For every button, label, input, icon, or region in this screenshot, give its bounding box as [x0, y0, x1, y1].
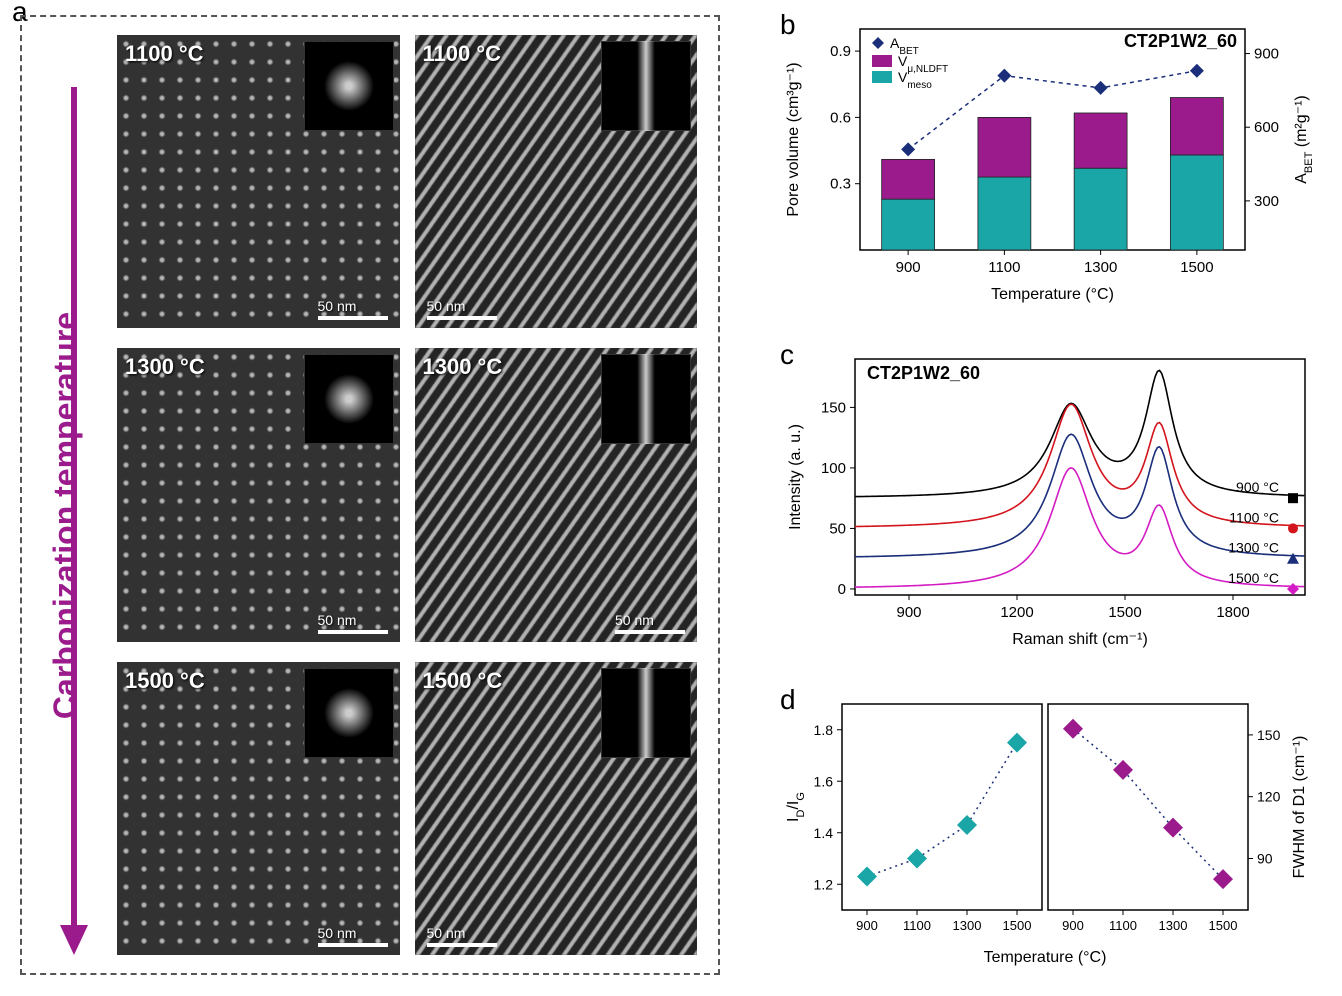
- svg-text:1100: 1100: [903, 918, 931, 933]
- svg-text:1500 °C: 1500 °C: [1228, 570, 1279, 586]
- svg-text:1100: 1100: [988, 259, 1020, 276]
- tem-temp-label: 1100 °C: [423, 41, 502, 67]
- svg-text:Intensity (a. u.): Intensity (a. u.): [787, 424, 804, 530]
- svg-text:FWHM of D1 (cm⁻¹): FWHM of D1 (cm⁻¹): [1291, 736, 1308, 879]
- carbonization-axis-label: Carbonization temperature: [47, 312, 84, 719]
- svg-text:1500: 1500: [1209, 918, 1238, 933]
- tem-temp-label: 1300 °C: [423, 354, 503, 380]
- scale-bar: 50 nm: [615, 612, 685, 634]
- svg-text:1.4: 1.4: [814, 825, 834, 841]
- svg-text:0.3: 0.3: [830, 176, 851, 193]
- tem-image: 1300 °C 50 nm: [117, 348, 400, 641]
- svg-text:1800: 1800: [1216, 604, 1249, 621]
- tem-temp-label: 1300 °C: [125, 354, 205, 380]
- tem-temp-label: 1500 °C: [125, 668, 205, 694]
- svg-text:150: 150: [1257, 727, 1281, 743]
- svg-text:0.9: 0.9: [830, 43, 851, 60]
- svg-text:300: 300: [1254, 193, 1279, 210]
- svg-text:1.2: 1.2: [814, 876, 834, 892]
- svg-text:900: 900: [856, 918, 878, 933]
- fft-inset: [304, 668, 394, 758]
- tem-image-grid: 1100 °C50 nm1100 °C50 nm1300 °C50 nm1300…: [117, 35, 697, 955]
- svg-text:900: 900: [896, 259, 921, 276]
- svg-text:900: 900: [1254, 46, 1279, 63]
- svg-text:90: 90: [1257, 851, 1273, 867]
- svg-text:1.8: 1.8: [814, 722, 834, 738]
- tem-image: 1100 °C 50 nm: [117, 35, 400, 328]
- svg-text:CT2P1W2_60: CT2P1W2_60: [867, 363, 980, 383]
- svg-text:1300 °C: 1300 °C: [1228, 540, 1279, 556]
- fft-inset: [601, 41, 691, 131]
- panel-d: d 9001100130015001.21.41.61.890011001300…: [780, 690, 1320, 970]
- svg-text:1300: 1300: [1084, 259, 1117, 276]
- svg-text:900: 900: [896, 604, 921, 621]
- svg-text:0.6: 0.6: [830, 109, 851, 126]
- panel-a: Carbonization temperature 1100 °C50 nm11…: [20, 15, 720, 975]
- svg-text:1500: 1500: [1003, 918, 1032, 933]
- fft-inset: [601, 354, 691, 444]
- svg-text:1500: 1500: [1108, 604, 1141, 621]
- fft-inset: [601, 668, 691, 758]
- tem-image: 1500 °C 50 nm: [415, 662, 698, 955]
- panel-c: c 900 °C1100 °C1300 °C1500 °C90012001500…: [780, 345, 1320, 650]
- svg-text:120: 120: [1257, 789, 1281, 805]
- svg-text:1500: 1500: [1180, 259, 1213, 276]
- panel-b-label: b: [780, 9, 796, 41]
- idg-fwhm-chart: 900 1100 1300 1500 1.2 1.4 1.6 1.8 900 1100 1300 15…: [780, 690, 1320, 970]
- svg-text:1100: 1100: [1109, 918, 1137, 933]
- svg-text:1.6: 1.6: [814, 773, 834, 789]
- svg-text:0: 0: [838, 581, 846, 598]
- scale-bar: 50 nm: [318, 612, 388, 634]
- panel-b: b 0.30.60.9300600900900110013001500Tempe…: [780, 15, 1320, 305]
- svg-text:1100 °C: 1100 °C: [1229, 509, 1279, 525]
- svg-text:CT2P1W2_60: CT2P1W2_60: [1124, 31, 1237, 51]
- panel-c-label: c: [780, 339, 794, 371]
- carbonization-arrow: Carbonization temperature: [52, 87, 102, 957]
- svg-text:150: 150: [821, 399, 846, 416]
- tem-temp-label: 1500 °C: [423, 668, 503, 694]
- tem-image: 1100 °C 50 nm: [415, 35, 698, 328]
- svg-text:Temperature (°C): Temperature (°C): [991, 286, 1114, 303]
- tem-temp-label: 1100 °C: [125, 41, 204, 67]
- svg-text:1300: 1300: [1159, 918, 1188, 933]
- raman-spectra-chart: 900 °C1100 °C1300 °C1500 °C9001200150018…: [780, 345, 1320, 650]
- pore-volume-chart: 0.3 0.6 0.9 300 600 900 900 1100 1300 1500 Tempera…: [780, 15, 1320, 305]
- svg-text:50: 50: [829, 520, 846, 537]
- svg-text:100: 100: [821, 460, 846, 477]
- tem-image: 1300 °C 50 nm: [415, 348, 698, 641]
- scale-bar: 50 nm: [318, 298, 388, 320]
- svg-text:Temperature (°C): Temperature (°C): [984, 949, 1107, 966]
- svg-text:Raman shift (cm⁻¹): Raman shift (cm⁻¹): [1012, 631, 1148, 648]
- svg-text:900: 900: [1062, 918, 1084, 933]
- svg-text:1200: 1200: [1000, 604, 1033, 621]
- svg-text:ABET (m²g⁻¹): ABET (m²g⁻¹): [1293, 95, 1315, 184]
- svg-text:900 °C: 900 °C: [1236, 479, 1279, 495]
- scale-bar: 50 nm: [318, 925, 388, 947]
- svg-text:1300: 1300: [953, 918, 982, 933]
- svg-text:600: 600: [1254, 119, 1279, 136]
- svg-text:Pore volume (cm³g⁻¹): Pore volume (cm³g⁻¹): [785, 62, 802, 216]
- svg-text:ID/IG: ID/IG: [785, 792, 807, 822]
- scale-bar: 50 nm: [427, 298, 497, 320]
- panel-d-label: d: [780, 684, 796, 716]
- fft-inset: [304, 354, 394, 444]
- scale-bar: 50 nm: [427, 925, 497, 947]
- tem-image: 1500 °C 50 nm: [117, 662, 400, 955]
- fft-inset: [304, 41, 394, 131]
